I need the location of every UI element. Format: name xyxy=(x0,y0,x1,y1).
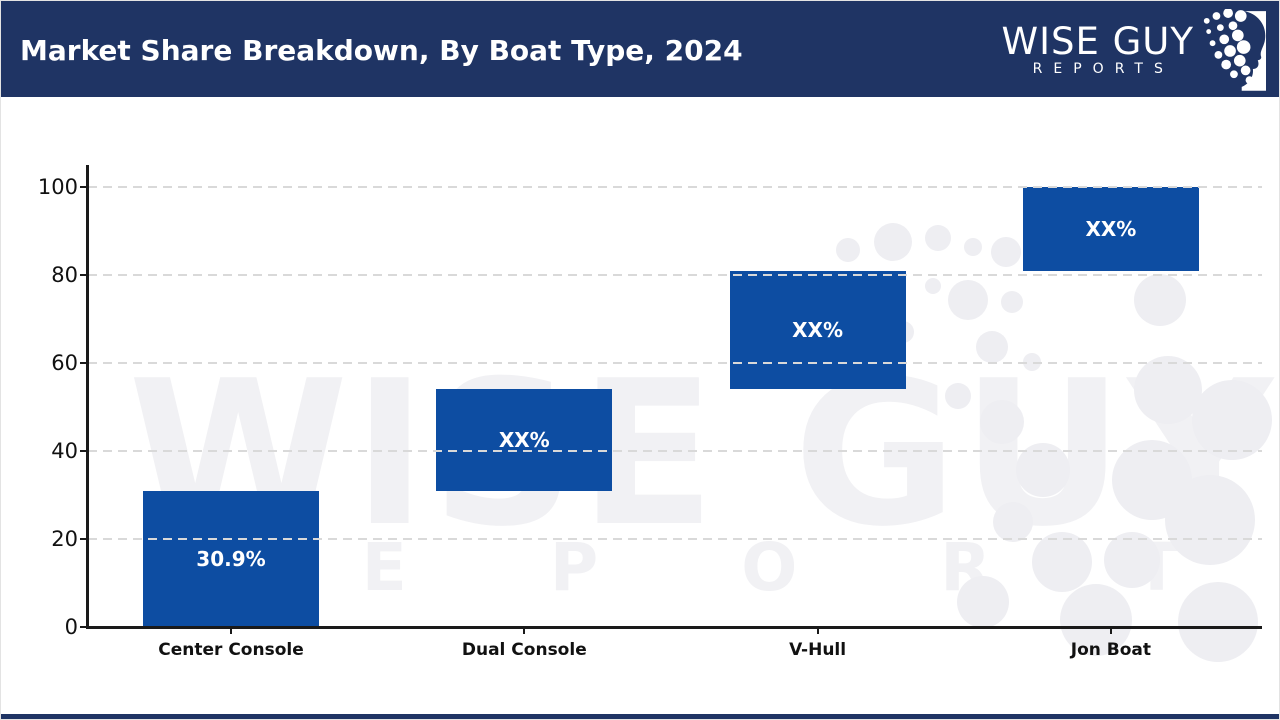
y-axis-line xyxy=(86,165,89,629)
watermark-dot xyxy=(874,223,912,261)
watermark-dot xyxy=(964,238,982,256)
gridline-80 xyxy=(88,274,1262,276)
y-tick-label-40: 40 xyxy=(51,439,78,463)
bar-center-console: 30.9% xyxy=(143,491,319,627)
bar-value-label: XX% xyxy=(498,427,550,452)
head-dots-icon xyxy=(1203,9,1266,91)
watermark-dot xyxy=(945,383,971,409)
x-tick-label-3: Jon Boat xyxy=(1070,640,1152,660)
y-tick-label-80: 80 xyxy=(51,263,78,287)
x-tick-label-1: Dual Console xyxy=(461,640,587,660)
bar-dual-console: XX% xyxy=(436,388,613,492)
y-tickmark-80 xyxy=(80,274,88,276)
bar-jon-boat: XX% xyxy=(1022,187,1199,272)
watermark-dot xyxy=(1104,532,1160,588)
gridline-40 xyxy=(88,450,1262,452)
y-tick-label-0: 0 xyxy=(64,615,78,639)
y-tick-label-100: 100 xyxy=(37,175,78,199)
watermark-dot xyxy=(1134,274,1186,326)
gridline-20 xyxy=(88,538,1262,540)
x-axis-line xyxy=(86,626,1262,629)
y-tickmark-100 xyxy=(80,186,88,188)
watermark-dot xyxy=(1001,291,1023,313)
bar-value-label: 30.9% xyxy=(196,547,266,571)
wiseguy-logo: WISE GUY REPORTS xyxy=(1002,8,1266,92)
x-tick-label-2: V-Hull xyxy=(789,640,847,660)
gridline-100 xyxy=(88,186,1262,188)
watermark-dot xyxy=(991,237,1021,267)
bar-value-label: XX% xyxy=(792,317,844,342)
wiseguy-logo-text: WISE GUY REPORTS xyxy=(1001,19,1194,78)
watermark-dot xyxy=(948,280,988,320)
footer-bar xyxy=(0,714,1280,720)
y-tickmark-20 xyxy=(80,538,88,540)
page-title: Market Share Breakdown, By Boat Type, 20… xyxy=(20,34,743,67)
watermark-dot xyxy=(1192,380,1272,460)
header-bar: Market Share Breakdown, By Boat Type, 20… xyxy=(0,0,1280,97)
watermark-dot xyxy=(993,502,1033,542)
logo-tagline: REPORTS xyxy=(1032,61,1174,78)
watermark-dot xyxy=(1112,440,1192,520)
x-tickmark-0 xyxy=(230,627,232,634)
watermark-dot xyxy=(925,278,941,294)
y-tickmark-40 xyxy=(80,450,88,452)
y-tickmark-60 xyxy=(80,362,88,364)
y-tick-label-60: 60 xyxy=(51,351,78,375)
y-tick-label-20: 20 xyxy=(51,527,78,551)
watermark-dot xyxy=(1165,475,1255,565)
watermark-dot xyxy=(925,225,951,251)
watermark-dot xyxy=(957,576,1009,628)
watermark-dot xyxy=(1032,532,1092,592)
y-tickmark-0 xyxy=(80,626,88,628)
watermark-tagline: R E P O R T S xyxy=(168,529,1280,606)
gridline-60 xyxy=(88,362,1262,364)
bar-v-hull: XX% xyxy=(729,271,906,389)
watermark-dot xyxy=(980,400,1024,444)
logo-name: WISE GUY xyxy=(1001,19,1194,63)
x-tick-label-0: Center Console xyxy=(158,640,304,660)
x-tickmark-2 xyxy=(816,627,819,634)
watermark-dot xyxy=(1134,356,1202,424)
watermark-dot xyxy=(836,238,860,262)
bar-value-label: XX% xyxy=(1085,217,1137,242)
x-tickmark-1 xyxy=(523,627,526,634)
watermark-dot xyxy=(976,331,1008,363)
